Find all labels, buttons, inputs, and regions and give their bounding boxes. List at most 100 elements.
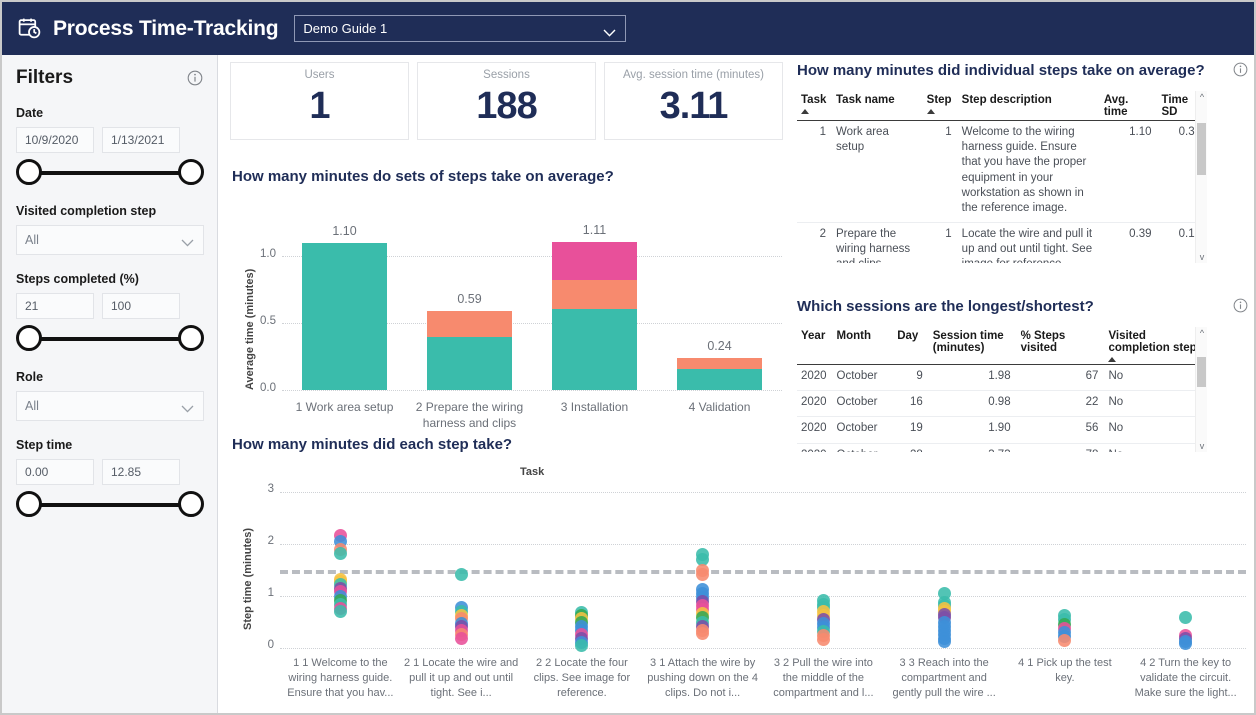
x-axis-tick-label[interactable]: 3 2 Pull the wire into the middle of the… — [773, 657, 874, 699]
x-axis-tick-label[interactable]: 3 3 Reach into the compartment and gentl… — [892, 657, 996, 699]
scatter-dot[interactable] — [1179, 611, 1193, 625]
x-axis-tick-label[interactable]: 2 1 Locate the wire and pull it up and o… — [403, 657, 519, 699]
guide-select[interactable]: Demo Guide 1 — [294, 15, 627, 42]
scatter-dot[interactable] — [937, 635, 951, 649]
slider-handle-max[interactable] — [178, 325, 204, 351]
scatter-dot[interactable] — [575, 638, 589, 652]
scatter-dot[interactable] — [454, 631, 468, 645]
bar-segment[interactable] — [427, 311, 512, 337]
cell-avg-time: 0.39 — [1099, 222, 1158, 263]
column-header-step[interactable]: Step — [922, 91, 958, 121]
bar-chart[interactable]: Average time (minutes) 0.0 0.5 1.0 1.10 1 Wor… — [232, 193, 792, 478]
date-min-input[interactable]: 10/9/2020 — [16, 127, 94, 153]
slider-handle-max[interactable] — [178, 159, 204, 185]
bar-segment[interactable] — [677, 357, 762, 369]
bar-column[interactable] — [677, 223, 762, 390]
steps-table-scrollbar[interactable]: ^ v — [1195, 91, 1207, 263]
bar-segment[interactable] — [552, 280, 637, 309]
y-axis-tick-label: 1.0 — [260, 248, 276, 261]
column-header-task-name[interactable]: Task name — [832, 91, 923, 121]
column-header-pct-steps-visited[interactable]: % Steps visited — [1016, 327, 1105, 365]
info-icon[interactable] — [187, 70, 203, 86]
x-axis-tick-label[interactable]: 2 Prepare the wiring harness and clips — [415, 400, 524, 431]
bar-segment[interactable] — [552, 241, 637, 281]
step-time-min-input[interactable]: 0.00 — [16, 459, 94, 485]
scatter-dot[interactable] — [696, 553, 710, 567]
table-row[interactable]: 2 Prepare the wiring harness and clips 1… — [797, 222, 1207, 263]
scatter-dot[interactable] — [1058, 634, 1072, 648]
scroll-up-icon[interactable]: ^ — [1199, 92, 1205, 102]
table-row[interactable]: 2020 October 28 3.73 78 No — [797, 443, 1207, 452]
x-axis-tick-label[interactable]: 1 Work area setup — [295, 400, 394, 414]
slider-handle-max[interactable] — [178, 491, 204, 517]
slider-handle-min[interactable] — [16, 325, 42, 351]
scatter-chart-title: How many minutes did each step take? — [232, 436, 513, 453]
bar-segment[interactable] — [302, 243, 387, 390]
bar-column[interactable] — [427, 223, 512, 390]
x-axis-tick-label[interactable]: 1 1 Welcome to the wiring harness guide.… — [287, 657, 394, 699]
slider-track — [29, 171, 191, 175]
column-header-day[interactable]: Day — [893, 327, 929, 365]
info-icon[interactable] — [1233, 62, 1249, 78]
cell-session-time: 3.73 — [928, 443, 1017, 452]
x-axis-tick-label[interactable]: 4 2 Turn the key to validate the circuit… — [1134, 657, 1237, 699]
kpi-card-avg-session-time[interactable]: Avg. session time (minutes) 3.11 — [604, 62, 783, 140]
cell-month: October — [832, 443, 894, 452]
x-axis-tick-label[interactable]: 4 Validation — [688, 400, 751, 414]
sessions-table-wrapper[interactable]: Year Month Day Session time (minutes) % … — [797, 327, 1207, 452]
visited-completion-step-dropdown[interactable]: All — [16, 225, 204, 255]
steps-table-wrapper[interactable]: Task Task name Step Step description Avg… — [797, 91, 1207, 263]
bar-column[interactable] — [302, 223, 387, 390]
bar-segment[interactable] — [427, 336, 512, 390]
calendar-clock-icon — [14, 14, 44, 44]
slider-handle-min[interactable] — [16, 491, 42, 517]
scatter-dot[interactable] — [454, 567, 468, 581]
date-max-input[interactable]: 1/13/2021 — [102, 127, 180, 153]
sessions-table-scrollbar[interactable]: ^ v — [1195, 327, 1207, 452]
x-axis-tick-label[interactable]: 3 1 Attach the wire by pushing down on t… — [647, 657, 758, 699]
x-axis-tick-label[interactable]: 3 Installation — [560, 400, 629, 414]
column-header-visited-completion-step[interactable]: Visited completion step — [1104, 327, 1207, 365]
scatter-dot[interactable] — [696, 567, 710, 581]
scatter-dot[interactable] — [333, 546, 347, 560]
column-header-session-time[interactable]: Session time (minutes) — [928, 327, 1017, 365]
column-header-month[interactable]: Month — [832, 327, 894, 365]
table-row[interactable]: 2020 October 16 0.98 22 No — [797, 390, 1207, 418]
column-header-avg-time[interactable]: Avg. time — [1099, 91, 1158, 121]
scatter-dot[interactable] — [333, 605, 347, 619]
scroll-down-icon[interactable]: v — [1199, 441, 1205, 451]
table-row[interactable]: 2020 October 19 1.90 56 No — [797, 416, 1207, 444]
step-time-slider[interactable] — [16, 491, 204, 519]
kpi-card-sessions[interactable]: Sessions 188 — [417, 62, 596, 140]
x-axis-tick-label[interactable]: 2 2 Locate the four clips. See image for… — [533, 657, 631, 699]
scroll-down-icon[interactable]: v — [1199, 252, 1205, 262]
cell-step: 1 — [922, 222, 958, 263]
cell-month: October — [832, 364, 894, 392]
kpi-card-users[interactable]: Users 1 — [230, 62, 409, 140]
slider-handle-min[interactable] — [16, 159, 42, 185]
column-header-step-description[interactable]: Step description — [957, 91, 1100, 121]
column-header-task[interactable]: Task — [797, 91, 833, 121]
info-icon[interactable] — [1233, 298, 1249, 314]
bar-segment[interactable] — [677, 368, 762, 390]
role-dropdown[interactable]: All — [16, 391, 204, 421]
steps-completed-slider[interactable] — [16, 325, 204, 353]
scatter-dot[interactable] — [1179, 637, 1193, 651]
scatter-chart[interactable]: Step time (minutes) 0 1 2 3 1 1 Welcome to th… — [232, 460, 1252, 710]
scroll-up-icon[interactable]: ^ — [1199, 328, 1205, 338]
scrollbar-thumb[interactable] — [1197, 357, 1206, 387]
scatter-dot[interactable] — [816, 633, 830, 647]
date-range-slider[interactable] — [16, 159, 204, 187]
table-row[interactable]: 2020 October 9 1.98 67 No — [797, 364, 1207, 392]
table-row[interactable]: 1 Work area setup 1 Welcome to the wirin… — [797, 120, 1207, 224]
bar-column[interactable] — [552, 223, 637, 390]
x-axis-tick-label[interactable]: 4 1 Pick up the test key. — [1018, 657, 1112, 684]
column-header-year[interactable]: Year — [797, 327, 833, 365]
cell-month: October — [832, 390, 894, 418]
steps-completed-min-input[interactable]: 21 — [16, 293, 94, 319]
bar-segment[interactable] — [552, 308, 637, 390]
steps-completed-max-input[interactable]: 100 — [102, 293, 180, 319]
scrollbar-thumb[interactable] — [1197, 123, 1206, 175]
scatter-dot[interactable] — [696, 627, 710, 641]
step-time-max-input[interactable]: 12.85 — [102, 459, 180, 485]
